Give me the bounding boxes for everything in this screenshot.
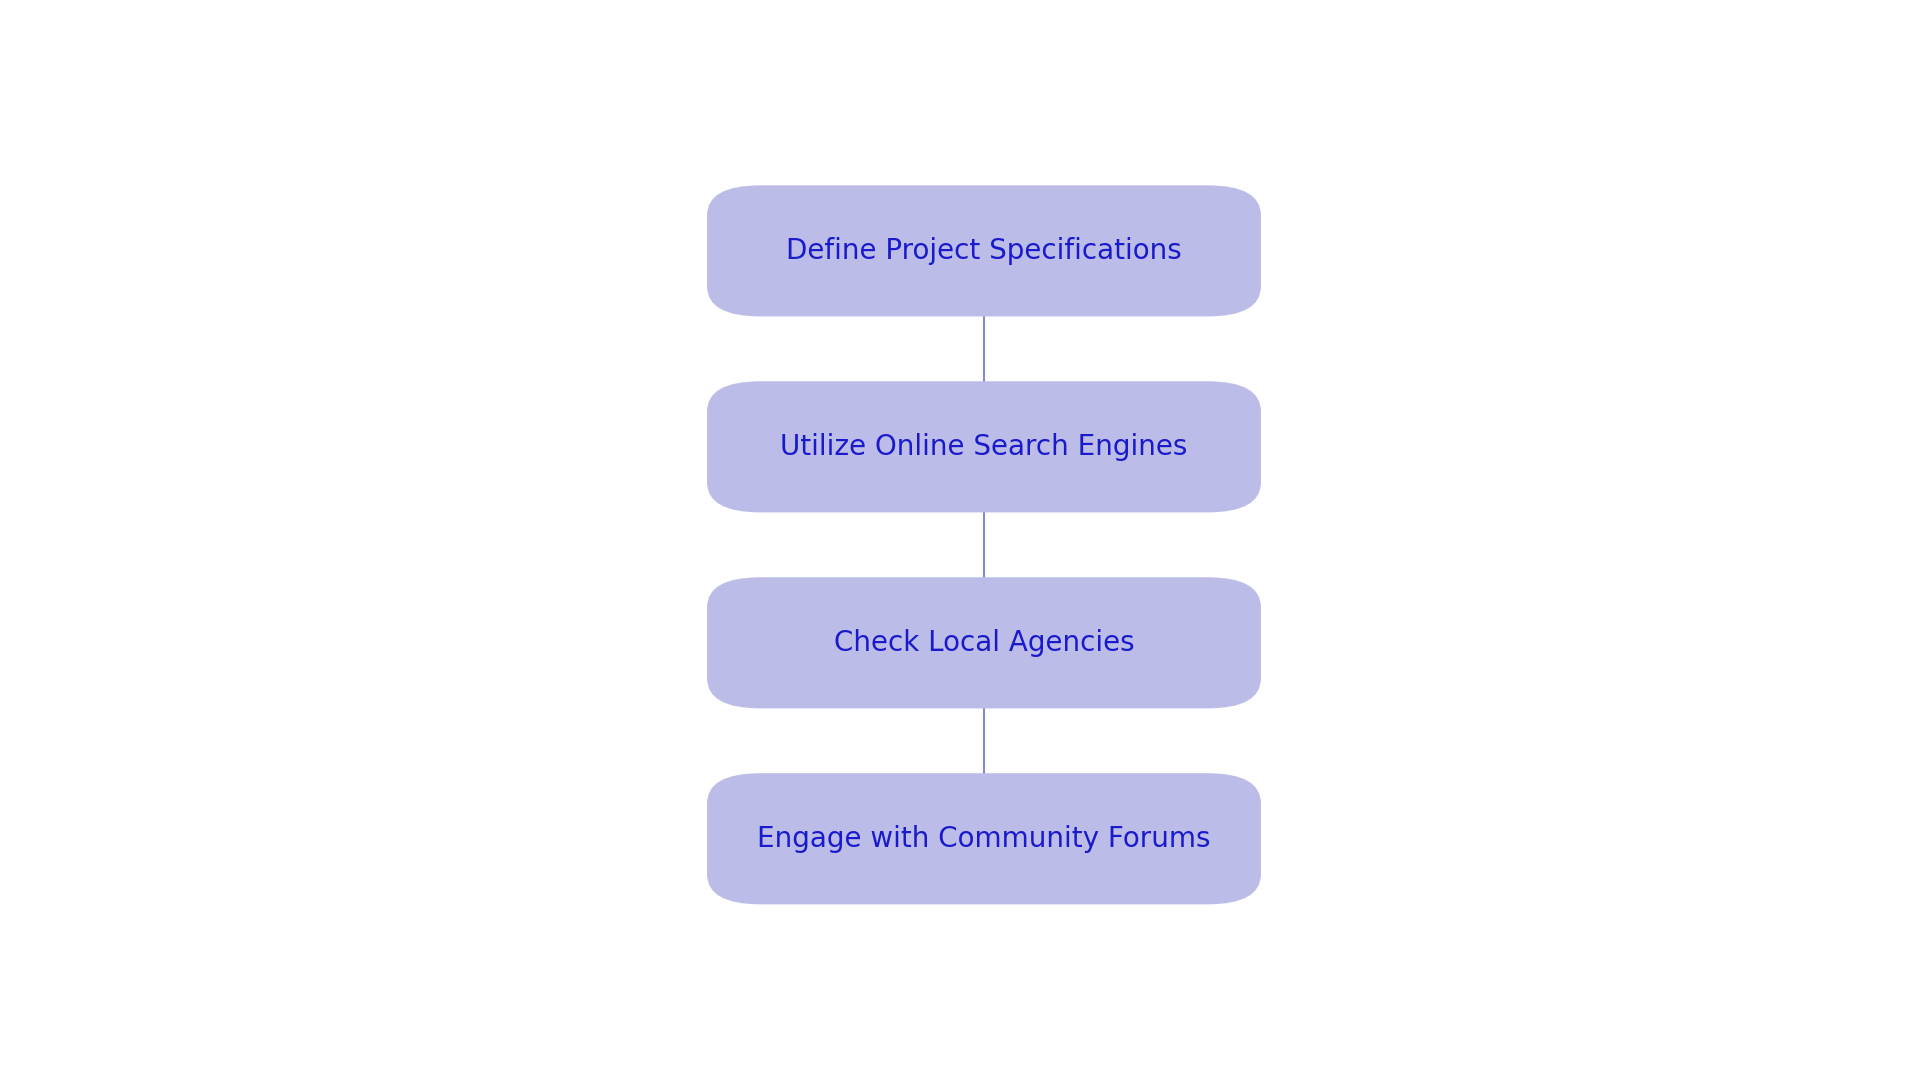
Text: Check Local Agencies: Check Local Agencies <box>833 629 1135 656</box>
FancyBboxPatch shape <box>707 773 1261 904</box>
FancyBboxPatch shape <box>707 381 1261 512</box>
Text: Utilize Online Search Engines: Utilize Online Search Engines <box>780 433 1188 461</box>
Text: Engage with Community Forums: Engage with Community Forums <box>756 825 1212 852</box>
Text: Define Project Specifications: Define Project Specifications <box>785 237 1183 265</box>
FancyBboxPatch shape <box>707 185 1261 316</box>
FancyBboxPatch shape <box>707 577 1261 708</box>
